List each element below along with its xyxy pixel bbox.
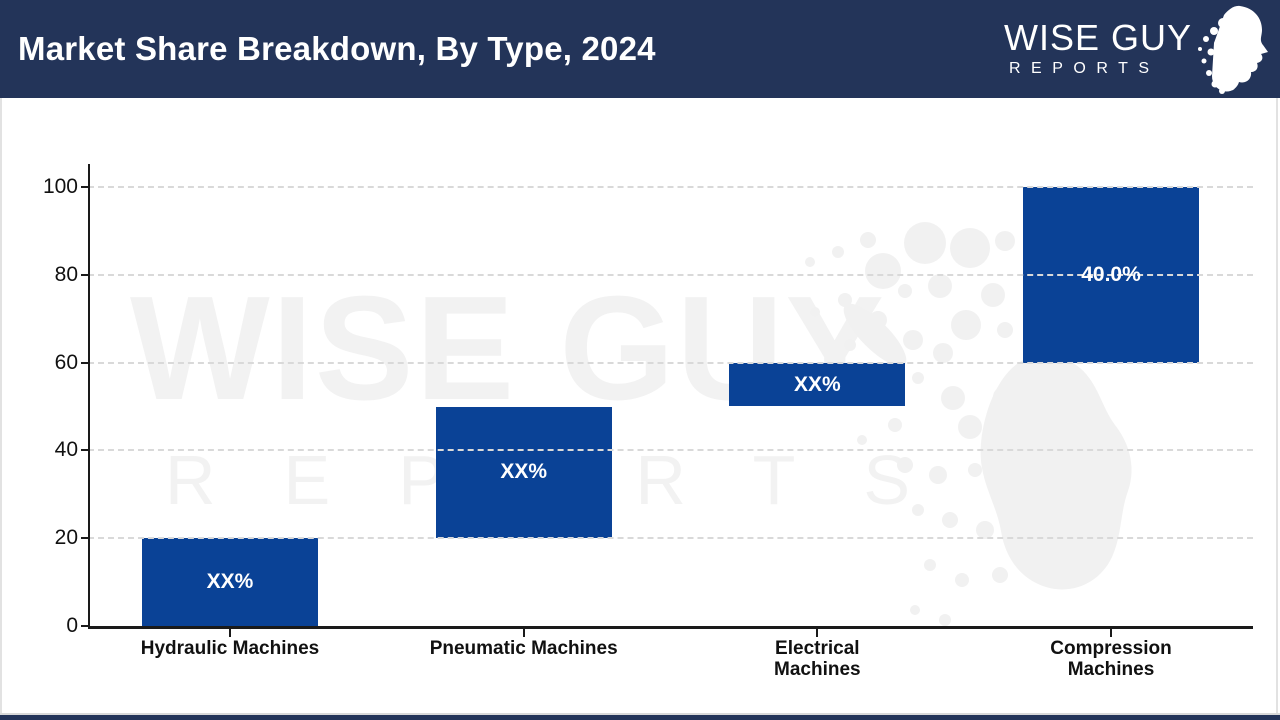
x-tick bbox=[522, 628, 525, 637]
bar-segment bbox=[435, 406, 612, 539]
bar-segment bbox=[729, 362, 906, 407]
y-tick-label: 80 bbox=[54, 262, 78, 286]
y-tick-label: 100 bbox=[42, 175, 78, 198]
y-tick bbox=[81, 537, 88, 540]
bar-segment bbox=[142, 538, 318, 626]
x-category-label: Compression Machines bbox=[1050, 638, 1172, 680]
page-title: Market Share Breakdown, By Type, 2024 bbox=[18, 30, 656, 67]
y-tick bbox=[81, 625, 88, 627]
x-tick bbox=[229, 628, 231, 637]
y-tick bbox=[81, 361, 88, 364]
chart-area: WISE GUY REPORTS XX%XX%XX%40.0%020406080… bbox=[0, 98, 1280, 713]
brand-logo: WISE GUY REPORTS bbox=[1004, 3, 1270, 95]
brand-logo-text: WISE GUY REPORTS bbox=[1004, 20, 1192, 78]
y-tick-label: 20 bbox=[54, 526, 78, 550]
y-tick bbox=[81, 186, 88, 188]
left-border bbox=[0, 98, 2, 713]
bar-value-label: XX% bbox=[206, 570, 254, 594]
right-border bbox=[1276, 98, 1278, 713]
logo-wordmark: WISE GUY bbox=[1003, 17, 1192, 58]
plot: XX% XX% XX% 40.0% 0 20 40 60 80 100 Hydraulic Mach… bbox=[0, 98, 1280, 713]
x-axis-line bbox=[88, 626, 1253, 629]
y-tick bbox=[81, 449, 88, 452]
y-tick bbox=[81, 273, 88, 276]
bar-value-label: 40.0% bbox=[1081, 262, 1141, 286]
gridline bbox=[88, 273, 1253, 276]
x-category-label: Electrical Machines bbox=[774, 638, 861, 680]
footer-bar bbox=[0, 713, 1280, 720]
gridline bbox=[88, 449, 1253, 452]
x-tick bbox=[1110, 628, 1112, 637]
logo-subtitle: REPORTS bbox=[1008, 60, 1160, 77]
gridline bbox=[88, 537, 1253, 540]
bar-value-label: XX% bbox=[500, 460, 548, 484]
watermark-head-dots bbox=[805, 222, 1132, 626]
y-tick-label: 40 bbox=[54, 438, 78, 462]
bar-value-label: XX% bbox=[793, 372, 841, 396]
header-bar: Market Share Breakdown, By Type, 2024 WI… bbox=[0, 0, 1280, 98]
y-tick-label: 0 bbox=[66, 614, 78, 637]
x-category-label: Hydraulic Machines bbox=[140, 638, 320, 659]
y-tick-label: 60 bbox=[54, 350, 78, 374]
gridline bbox=[88, 186, 1253, 188]
x-category-label: Pneumatic Machines bbox=[429, 638, 618, 659]
dotted-head-profile-icon bbox=[1198, 5, 1268, 94]
y-axis-line bbox=[88, 164, 90, 629]
gridline bbox=[88, 361, 1253, 364]
x-tick bbox=[816, 628, 819, 637]
